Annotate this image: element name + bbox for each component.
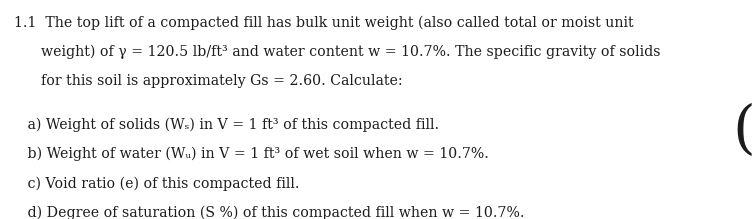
Text: for this soil is approximately Gs = 2.60. Calculate:: for this soil is approximately Gs = 2.60… <box>14 74 402 88</box>
Text: d) Degree of saturation (S %) of this compacted fill when w = 10.7%.: d) Degree of saturation (S %) of this co… <box>14 206 524 219</box>
Text: weight) of γ = 120.5 lb/ft³ and water content w = 10.7%. The specific gravity of: weight) of γ = 120.5 lb/ft³ and water co… <box>14 45 660 59</box>
Text: a) Weight of solids (Wₛ) in V = 1 ft³ of this compacted fill.: a) Weight of solids (Wₛ) in V = 1 ft³ of… <box>14 117 439 132</box>
Text: c) Void ratio (e) of this compacted fill.: c) Void ratio (e) of this compacted fill… <box>14 176 299 191</box>
Text: b) Weight of water (Wᵤ) in V = 1 ft³ of wet soil when w = 10.7%.: b) Weight of water (Wᵤ) in V = 1 ft³ of … <box>14 147 489 161</box>
Text: 1.1  The top lift of a compacted fill has bulk unit weight (also called total or: 1.1 The top lift of a compacted fill has… <box>14 15 633 30</box>
Text: (: ( <box>732 103 753 159</box>
